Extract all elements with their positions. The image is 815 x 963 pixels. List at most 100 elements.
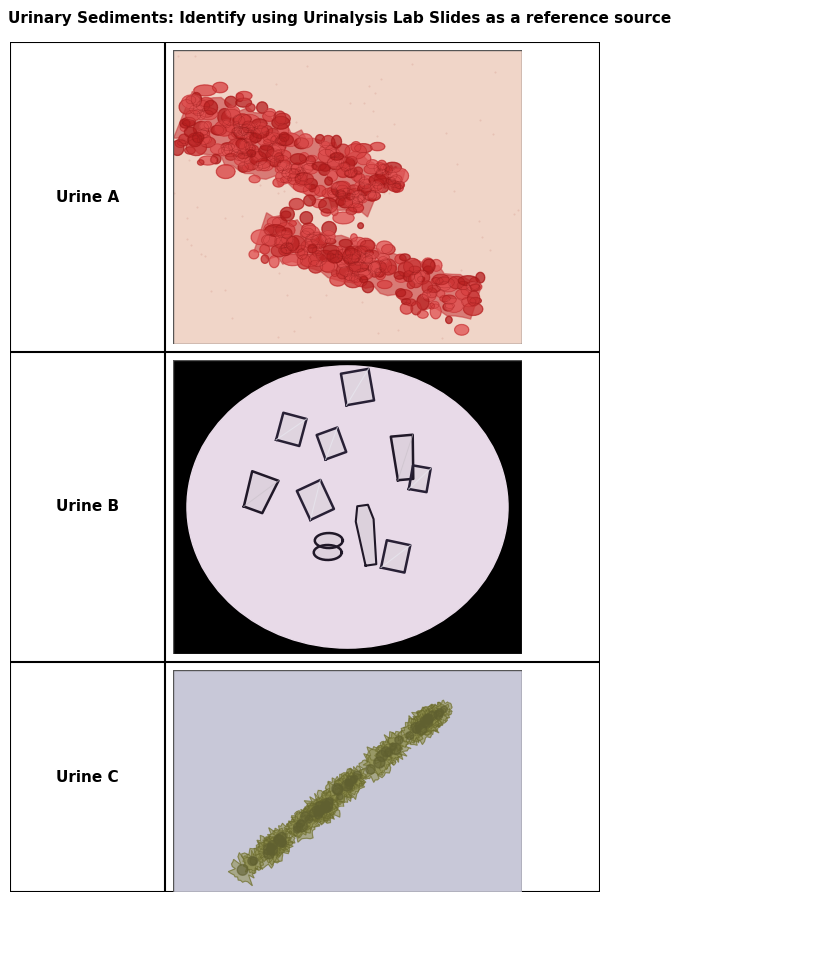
Polygon shape xyxy=(318,149,335,163)
Polygon shape xyxy=(416,707,442,733)
Polygon shape xyxy=(335,191,346,198)
Polygon shape xyxy=(299,807,317,829)
Polygon shape xyxy=(197,135,212,144)
Polygon shape xyxy=(368,261,381,277)
Polygon shape xyxy=(246,104,255,112)
Polygon shape xyxy=(399,254,410,261)
Polygon shape xyxy=(190,105,202,114)
Polygon shape xyxy=(273,823,296,846)
Polygon shape xyxy=(359,176,375,190)
Polygon shape xyxy=(187,133,202,146)
Polygon shape xyxy=(231,139,250,154)
Polygon shape xyxy=(204,100,218,115)
Polygon shape xyxy=(380,164,390,173)
Polygon shape xyxy=(322,801,329,809)
Polygon shape xyxy=(362,254,372,263)
Polygon shape xyxy=(375,174,389,185)
Polygon shape xyxy=(271,245,287,257)
Polygon shape xyxy=(422,258,434,272)
Polygon shape xyxy=(222,109,241,125)
Polygon shape xyxy=(388,176,401,188)
Polygon shape xyxy=(289,198,304,210)
Polygon shape xyxy=(305,241,318,248)
Polygon shape xyxy=(458,275,478,286)
Polygon shape xyxy=(314,545,341,560)
Polygon shape xyxy=(377,183,389,193)
Polygon shape xyxy=(381,540,410,573)
Polygon shape xyxy=(210,157,218,164)
Polygon shape xyxy=(240,139,253,156)
Polygon shape xyxy=(312,199,326,208)
Polygon shape xyxy=(321,798,333,810)
Polygon shape xyxy=(186,96,196,104)
Polygon shape xyxy=(357,238,374,253)
Polygon shape xyxy=(370,143,385,150)
Polygon shape xyxy=(448,276,465,289)
Polygon shape xyxy=(249,145,255,151)
Polygon shape xyxy=(231,127,250,139)
Polygon shape xyxy=(339,157,355,170)
Polygon shape xyxy=(337,144,350,157)
Polygon shape xyxy=(218,109,231,125)
Polygon shape xyxy=(316,261,323,267)
Polygon shape xyxy=(361,185,376,199)
Polygon shape xyxy=(322,801,333,813)
Polygon shape xyxy=(461,297,476,307)
Polygon shape xyxy=(186,139,206,156)
Polygon shape xyxy=(199,97,214,107)
Polygon shape xyxy=(330,149,340,158)
Polygon shape xyxy=(322,221,337,236)
Polygon shape xyxy=(245,144,258,154)
Polygon shape xyxy=(328,190,338,195)
Polygon shape xyxy=(217,165,235,178)
Polygon shape xyxy=(242,164,253,171)
Polygon shape xyxy=(226,106,240,117)
Polygon shape xyxy=(377,160,386,170)
Polygon shape xyxy=(371,183,383,193)
Polygon shape xyxy=(275,836,286,846)
Polygon shape xyxy=(193,130,210,145)
Polygon shape xyxy=(275,238,289,248)
Polygon shape xyxy=(443,295,456,304)
Polygon shape xyxy=(325,776,353,806)
Polygon shape xyxy=(235,114,250,128)
Polygon shape xyxy=(351,237,366,247)
Polygon shape xyxy=(345,196,359,208)
Polygon shape xyxy=(287,820,306,838)
Polygon shape xyxy=(341,369,374,405)
Polygon shape xyxy=(325,776,354,805)
Polygon shape xyxy=(281,247,290,253)
Polygon shape xyxy=(469,277,480,289)
Polygon shape xyxy=(249,175,260,183)
Polygon shape xyxy=(262,111,275,121)
Polygon shape xyxy=(339,239,352,247)
Polygon shape xyxy=(266,149,283,163)
Polygon shape xyxy=(275,170,290,183)
Polygon shape xyxy=(296,245,307,259)
Polygon shape xyxy=(211,154,221,164)
Polygon shape xyxy=(281,169,299,179)
Polygon shape xyxy=(437,290,445,298)
Polygon shape xyxy=(232,127,241,134)
Polygon shape xyxy=(455,325,469,335)
Polygon shape xyxy=(336,164,350,177)
Polygon shape xyxy=(267,845,277,855)
Polygon shape xyxy=(236,149,252,162)
Polygon shape xyxy=(350,777,356,783)
Polygon shape xyxy=(347,185,360,195)
Polygon shape xyxy=(238,128,248,136)
Polygon shape xyxy=(394,736,403,744)
Polygon shape xyxy=(250,133,262,143)
Polygon shape xyxy=(321,791,341,810)
Polygon shape xyxy=(302,801,323,822)
Polygon shape xyxy=(385,179,395,185)
Polygon shape xyxy=(314,810,322,819)
Polygon shape xyxy=(371,261,386,273)
Polygon shape xyxy=(359,178,369,185)
Polygon shape xyxy=(355,269,372,280)
Polygon shape xyxy=(457,281,469,290)
Polygon shape xyxy=(308,245,317,253)
Polygon shape xyxy=(264,234,280,247)
Polygon shape xyxy=(279,133,301,146)
Polygon shape xyxy=(375,740,402,769)
